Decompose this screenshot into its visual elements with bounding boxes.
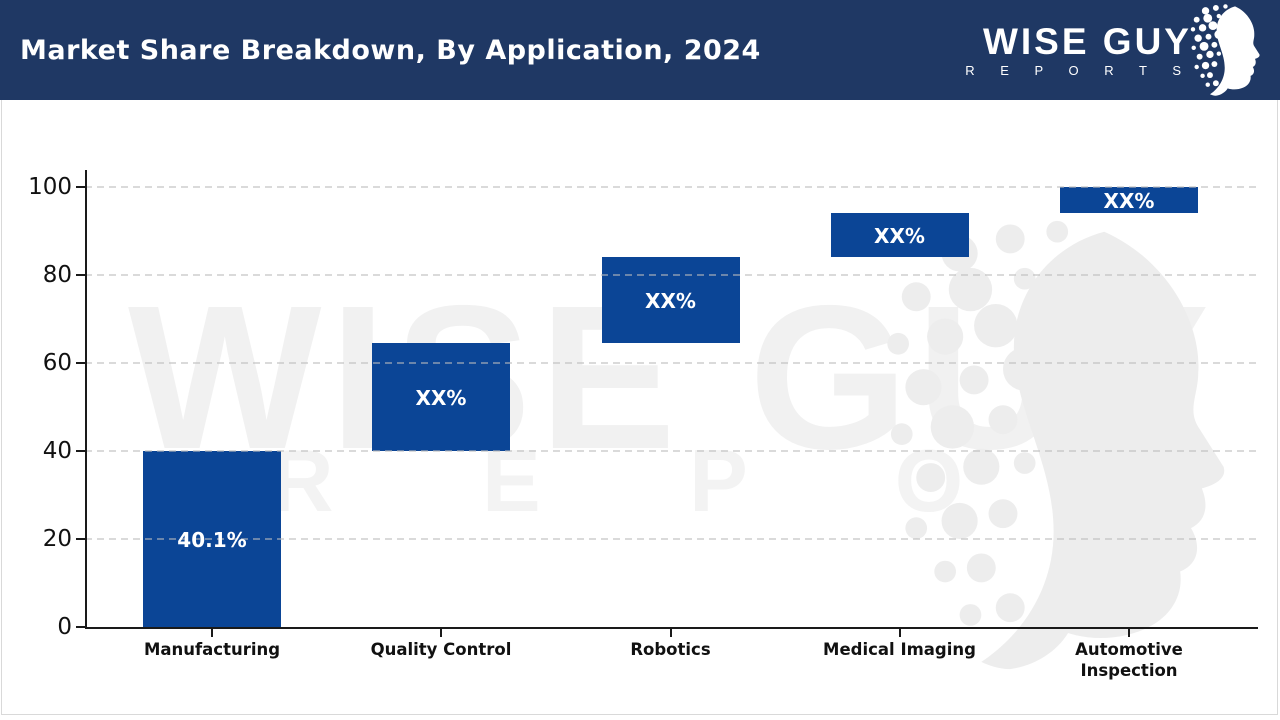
labels-layer: 40.1% XX% XX% XX% XX% — [0, 100, 1280, 720]
category-label-4: Medical Imaging — [823, 640, 976, 659]
y-tick-label: 60 — [42, 350, 72, 376]
bar-robotics — [601, 256, 740, 344]
brand-face-icon — [1190, 4, 1260, 96]
page-title: Market Share Breakdown, By Application, … — [20, 34, 761, 66]
y-tick-mark — [76, 538, 85, 540]
category-label-2: Quality Control — [370, 640, 512, 659]
brand-logo: WISE GUY R E P O R T S — [965, 2, 1280, 98]
x-axis-line — [85, 627, 1258, 629]
category-label-3: Robotics — [630, 640, 711, 659]
brand-name: WISE GUY — [982, 20, 1192, 62]
x-tick-mark — [669, 627, 672, 637]
bar-automotive-inspection — [1060, 187, 1198, 214]
category-label-1: Manufacturing — [143, 640, 281, 659]
bar-value-label: XX% — [1103, 189, 1155, 214]
y-tick-mark — [76, 274, 85, 276]
brand-logo-text: WISE GUY R E P O R T S — [965, 23, 1192, 78]
bar-value-label: XX% — [645, 288, 696, 313]
y-tick-mark — [76, 450, 85, 452]
x-tick-mark — [440, 627, 442, 637]
brand-subname: R E P O R T S — [965, 62, 1192, 78]
bar-value-label: 40.1% — [177, 527, 247, 552]
y-tick-label: 100 — [28, 174, 72, 200]
axes-layer: 0 20 40 60 80 100 Manufacturing Quality Control… — [0, 100, 1280, 720]
y-tick-label: 20 — [42, 526, 72, 552]
y-axis-line — [85, 170, 87, 629]
y-tick-mark — [76, 626, 85, 628]
y-tick-label: 80 — [42, 262, 72, 288]
y-tick-mark — [76, 186, 85, 188]
y-tick-mark — [76, 362, 85, 364]
header-bar: Market Share Breakdown, By Application, … — [0, 0, 1280, 100]
x-tick-mark — [898, 627, 901, 637]
y-tick-label: 0 — [57, 614, 72, 640]
bar-value-label: XX% — [874, 223, 925, 248]
bar-medical-imaging — [830, 213, 969, 257]
bar-value-label: XX% — [415, 385, 467, 410]
x-tick-mark — [1128, 627, 1130, 637]
category-label-5: Automotive Inspection — [1075, 640, 1183, 680]
chart-area: WISE GUY R E P O R T S 020406080100Manuf… — [0, 100, 1280, 720]
y-tick-label: 40 — [42, 438, 72, 464]
bar-quality-control — [372, 343, 510, 451]
x-tick-mark — [211, 627, 213, 637]
